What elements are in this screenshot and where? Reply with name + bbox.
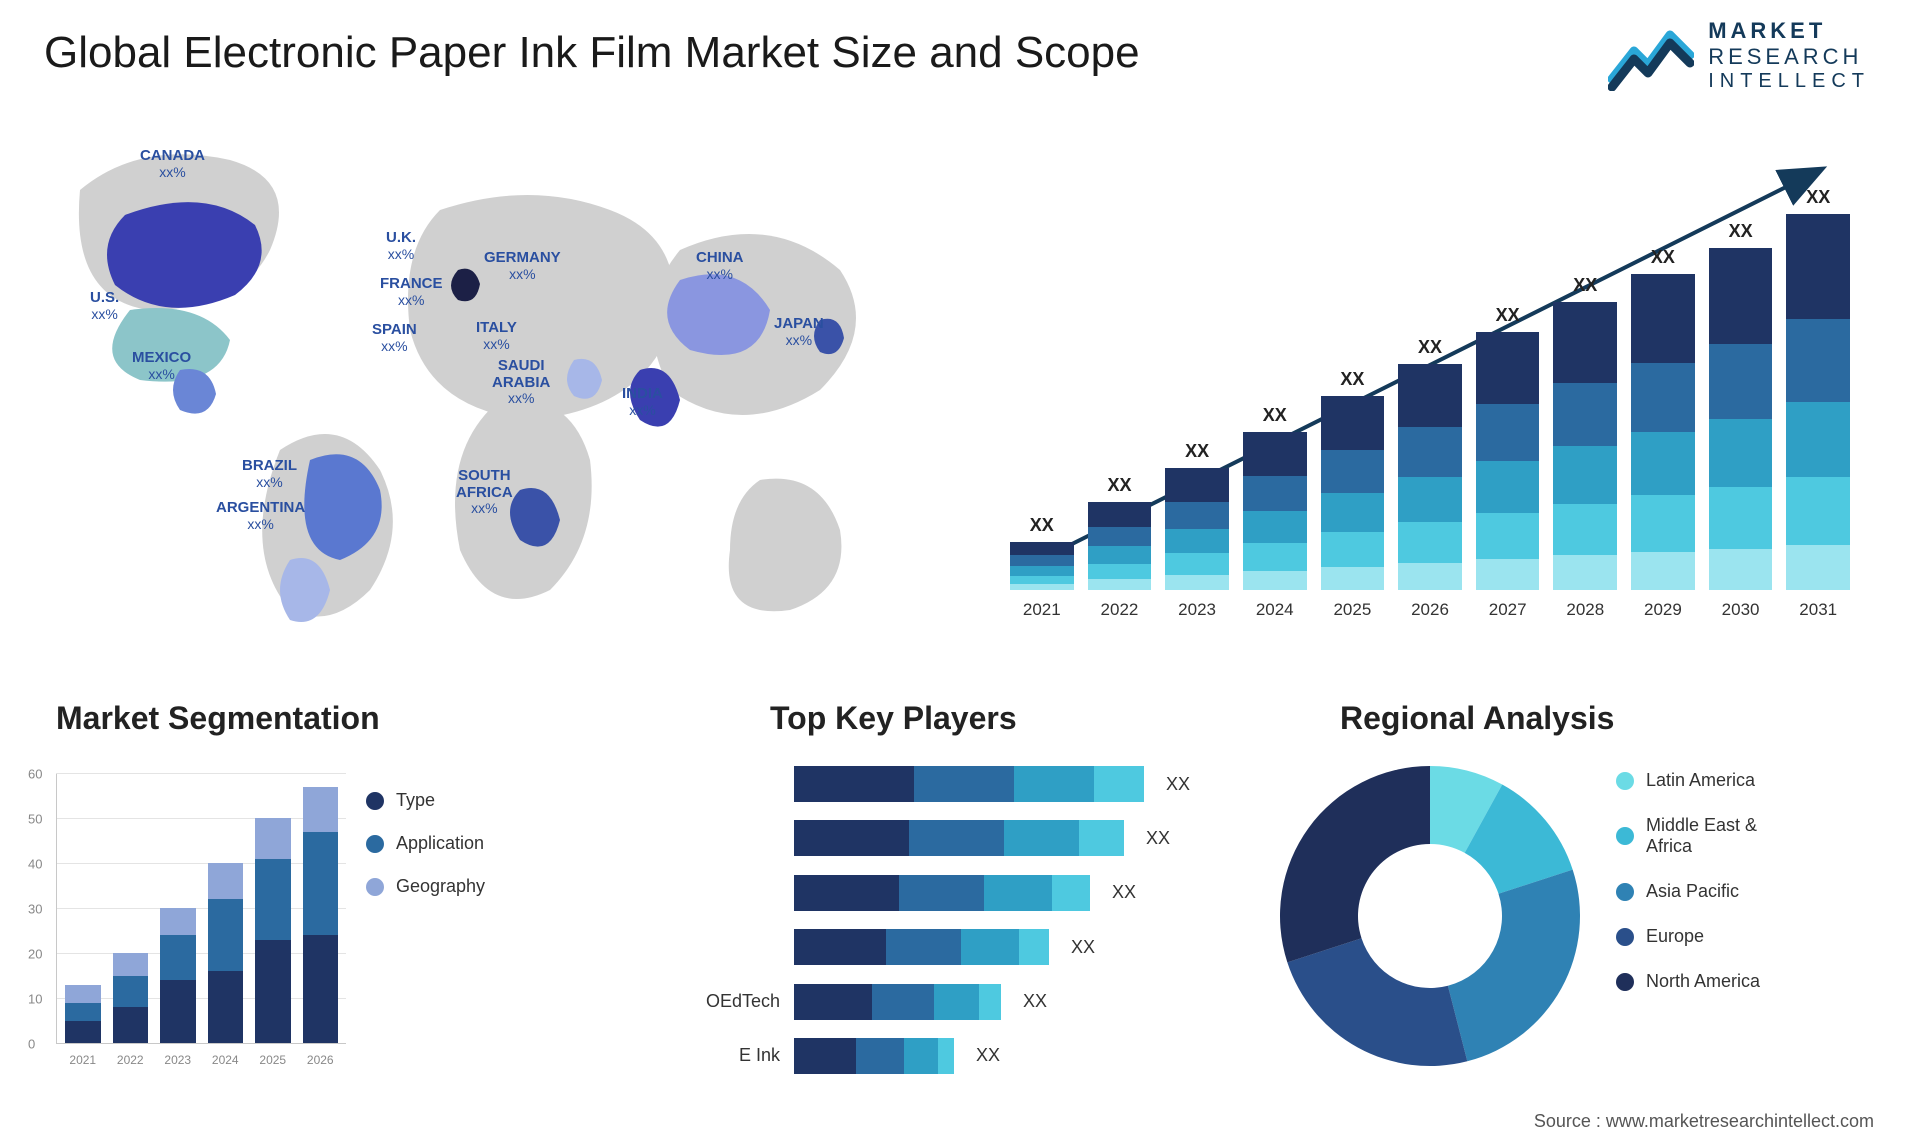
forecast-bar: XX2027 (1476, 160, 1540, 590)
regional-legend: Latin America Middle East &Africa Asia Pac… (1616, 770, 1760, 992)
heading-key-players: Top Key Players (770, 700, 1017, 737)
map-label: SPAINxx% (372, 322, 417, 354)
logo-line3: INTELLECT (1708, 70, 1870, 93)
forecast-bar: XX2031 (1786, 160, 1850, 590)
segmentation-bar: 2026 (303, 774, 339, 1043)
legend-item: Asia Pacific (1616, 881, 1760, 902)
key-player-row: E InkXX (600, 1038, 1250, 1074)
logo-line1: MARKET (1708, 18, 1870, 44)
map-label: SAUDIARABIAxx% (492, 358, 550, 406)
key-player-row: XX (600, 820, 1250, 856)
world-map: CANADAxx% U.S.xx% MEXICOxx% BRAZILxx% ARGENT… (40, 130, 910, 660)
donut-slice (1287, 938, 1467, 1066)
heading-regional: Regional Analysis (1340, 700, 1614, 737)
forecast-bar: XX2028 (1553, 160, 1617, 590)
forecast-bar: XX2022 (1088, 160, 1152, 590)
map-label: U.S.xx% (90, 290, 119, 322)
key-players-chart: XX XX XX XX OEdTechXX E InkXX (600, 760, 1250, 1080)
forecast-bar-chart: XX2021XX2022XX2023XX2024XX2025XX2026XX20… (1000, 140, 1860, 630)
map-label: BRAZILxx% (242, 458, 297, 490)
forecast-bar: XX2026 (1398, 160, 1462, 590)
forecast-bar: XX2025 (1321, 160, 1385, 590)
key-player-row: XX (600, 929, 1250, 965)
key-player-row: OEdTechXX (600, 984, 1250, 1020)
legend-item: Middle East &Africa (1616, 815, 1760, 857)
map-label: CHINAxx% (696, 250, 744, 282)
segmentation-bar: 2025 (255, 774, 291, 1043)
forecast-bar: XX2023 (1165, 160, 1229, 590)
segmentation-bar: 2021 (65, 774, 101, 1043)
regional-donut-chart (1270, 756, 1590, 1076)
map-label: ITALYxx% (476, 320, 517, 352)
donut-slice (1280, 766, 1430, 962)
segmentation-bar: 2022 (113, 774, 149, 1043)
legend-item: Application (366, 833, 485, 854)
heading-segmentation: Market Segmentation (56, 700, 380, 737)
legend-item: Latin America (1616, 770, 1760, 791)
logo-line2: RESEARCH (1708, 44, 1870, 70)
key-player-row: XX (600, 766, 1250, 802)
map-label: GERMANYxx% (484, 250, 561, 282)
segmentation-legend: Type Application Geography (366, 790, 485, 897)
logo-mark-icon (1608, 21, 1694, 91)
map-label: U.K.xx% (386, 230, 416, 262)
map-label: SOUTHAFRICAxx% (456, 468, 513, 516)
segmentation-bar: 2023 (160, 774, 196, 1043)
forecast-bar: XX2024 (1243, 160, 1307, 590)
brand-logo: MARKET RESEARCH INTELLECT (1608, 18, 1870, 93)
map-label: CANADAxx% (140, 148, 205, 180)
source-attribution: Source : www.marketresearchintellect.com (1534, 1111, 1874, 1132)
map-label: JAPANxx% (774, 316, 824, 348)
segmentation-bar: 2024 (208, 774, 244, 1043)
legend-item: Europe (1616, 926, 1760, 947)
forecast-bar: XX2029 (1631, 160, 1695, 590)
legend-item: North America (1616, 971, 1760, 992)
page-title: Global Electronic Paper Ink Film Market … (44, 28, 1140, 78)
map-label: MEXICOxx% (132, 350, 191, 382)
forecast-bar: XX2021 (1010, 160, 1074, 590)
forecast-bar: XX2030 (1709, 160, 1773, 590)
donut-slice (1448, 870, 1580, 1062)
legend-item: Geography (366, 876, 485, 897)
key-player-row: XX (600, 875, 1250, 911)
world-map-svg (40, 130, 910, 660)
map-label: INDIAxx% (622, 386, 663, 418)
map-label: FRANCExx% (380, 276, 443, 308)
map-label: ARGENTINAxx% (216, 500, 305, 532)
legend-item: Type (366, 790, 485, 811)
